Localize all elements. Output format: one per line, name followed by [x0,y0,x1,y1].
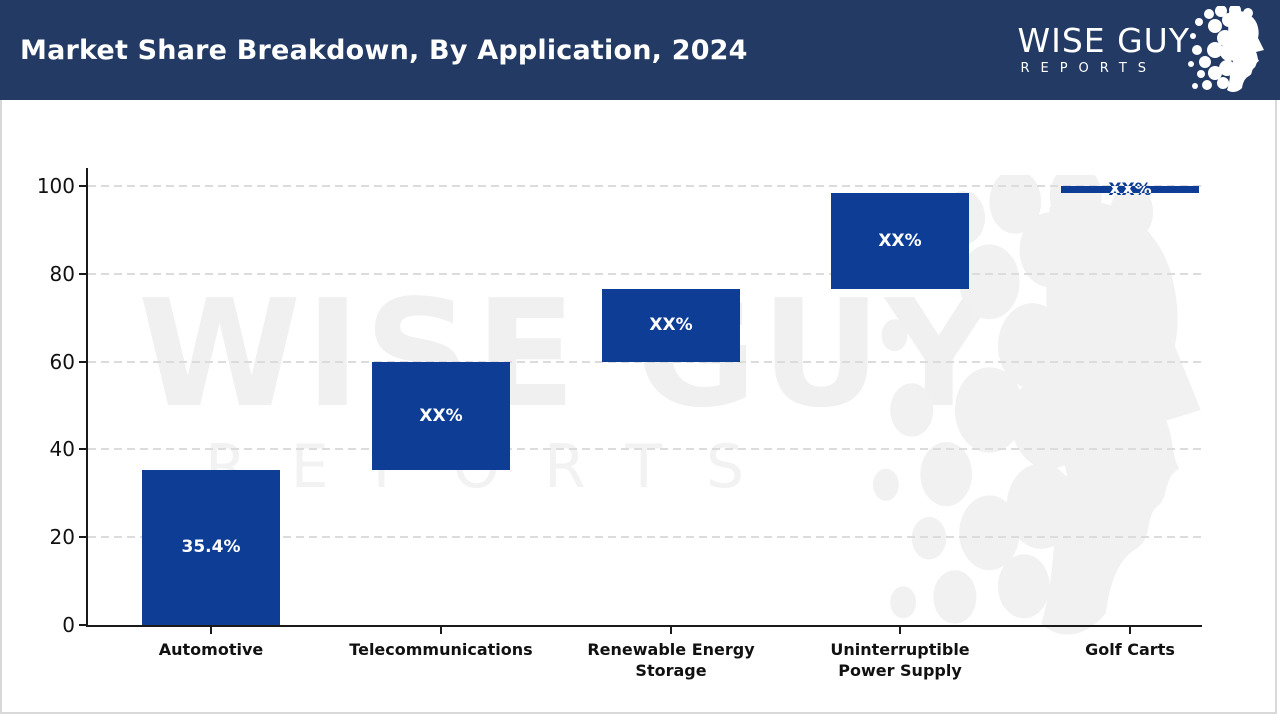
watermark-wordmark: WISE GUY [138,268,997,440]
gridline [88,536,1202,539]
x-axis-category-label: Uninterruptible Power Supply [830,640,970,680]
logo-wordmark: WISE GUY [1017,21,1190,60]
x-axis-tick [440,627,442,634]
waterfall-bar-1: 35.4% [142,469,280,625]
logo-face-icon [1188,6,1264,93]
gridline [88,185,1202,187]
x-axis-category-label: Telecommunications [349,640,533,659]
x-axis-category-label: Renewable Energy Storage [587,640,755,680]
y-axis-tick-label: 20 [49,525,75,550]
logo-subtitle: REPORTS [1020,61,1158,76]
header-bar: Market Share Breakdown, By Application, … [0,0,1280,100]
y-axis-tick [79,448,86,451]
waterfall-bar-4: XX% [831,193,969,290]
y-axis-tick [79,536,86,539]
bar-value-label: 35.4% [181,537,241,558]
y-axis-tick [79,185,86,187]
logo-text: WISE GUY REPORTS [1017,21,1190,77]
y-axis-tick-label: 100 [36,174,75,198]
waterfall-bar-5: XX% [1061,186,1199,194]
x-axis-tick [1129,627,1131,634]
bar-value-label: XX% [419,405,463,426]
y-axis-tick [79,360,86,363]
y-axis-tick [79,272,86,275]
page-title: Market Share Breakdown, By Application, … [20,34,748,66]
y-axis-tick [79,624,86,626]
y-axis-tick-label: 0 [62,613,75,637]
y-axis-tick-label: 40 [49,437,75,462]
gridline [88,448,1202,451]
bar-value-label: XX% [878,231,922,252]
y-axis-line [86,168,88,627]
x-axis-category-label: Golf Carts [1085,640,1175,659]
waterfall-bar-2: XX% [372,361,510,470]
gridline [88,360,1202,363]
x-axis-line [86,625,1202,627]
y-axis-tick-label: 80 [49,261,75,286]
x-axis-tick [899,627,901,634]
x-axis-tick [670,627,672,634]
bar-value-label: XX% [649,315,693,336]
gridline [88,272,1202,275]
wise-guy-reports-logo: WISE GUY REPORTS [1017,6,1266,94]
bar-value-label: XX% [1108,186,1151,193]
waterfall-bar-3: XX% [602,289,740,362]
x-axis-category-label: Automotive [158,640,264,659]
x-axis-tick [210,627,212,634]
y-axis-tick-label: 60 [49,349,75,374]
